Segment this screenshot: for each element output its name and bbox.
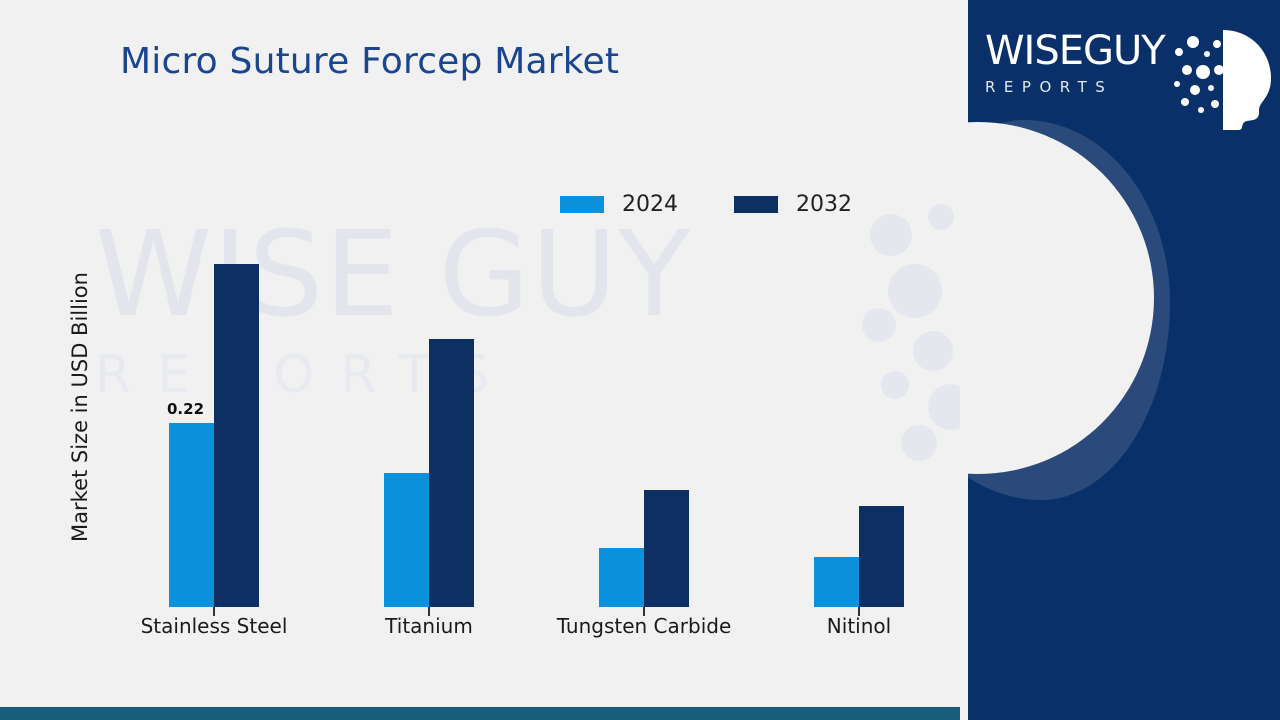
- bar-2032-titanium[interactable]: [429, 338, 474, 607]
- x-axis-category-label: Titanium: [385, 614, 473, 638]
- page-title: Micro Suture Forcep Market: [120, 41, 620, 82]
- legend-item-2024[interactable]: 2024: [560, 192, 678, 217]
- bar-2024-stainless-steel[interactable]: [169, 422, 214, 607]
- legend-swatch-2024: [560, 196, 604, 213]
- bar-2032-stainless-steel[interactable]: [214, 263, 259, 607]
- brand-logo-subtitle: REPORTS: [985, 78, 1114, 96]
- bar-group: Titanium: [384, 230, 474, 638]
- x-axis-category-label: Nitinol: [826, 614, 892, 638]
- brand-dotted-head-icon: [1174, 30, 1271, 130]
- bar-group: 0.22 Stainless Steel: [141, 230, 287, 638]
- brand-logo: WISEGUY REPORTS: [985, 28, 1271, 130]
- chart-legend: 2024 2032: [560, 192, 852, 217]
- y-axis-label: Market Size in USD Billion: [68, 272, 92, 542]
- bar-2024-tungsten-carbide[interactable]: [599, 548, 644, 607]
- axis-tick: [643, 607, 645, 616]
- brand-logo-wordmark: WISEGUY: [985, 28, 1166, 74]
- bar-2024-titanium[interactable]: [384, 472, 429, 607]
- x-axis-category-label: Stainless Steel: [140, 614, 288, 638]
- bar-chart: Market Size in USD Billion 2024 2032 0.2…: [68, 192, 930, 638]
- brand-panel: WISEGUY REPORTS: [960, 0, 1280, 720]
- bar-group: Tungsten Carbide: [557, 230, 731, 638]
- legend-swatch-2032: [734, 196, 778, 213]
- plot-area: 0.22 Stainless Steel Titanium Tungsten Carb…: [120, 230, 930, 638]
- bar-2024-nitinol[interactable]: [814, 556, 859, 607]
- panel-left-fill: [960, 0, 968, 720]
- axis-tick: [213, 607, 215, 616]
- bar-value-label: 0.22: [167, 399, 205, 418]
- x-axis-category-label: Tungsten Carbide: [556, 614, 732, 638]
- axis-tick: [858, 607, 860, 616]
- bottom-accent-strip: [0, 707, 960, 720]
- bar-2032-nitinol[interactable]: [859, 506, 904, 607]
- bar-group: Nitinol: [814, 230, 904, 638]
- bar-2032-tungsten-carbide[interactable]: [644, 489, 689, 607]
- legend-item-2032[interactable]: 2032: [734, 192, 852, 217]
- axis-tick: [428, 607, 430, 616]
- legend-label-2032: 2032: [796, 192, 852, 217]
- legend-label-2024: 2024: [622, 192, 678, 217]
